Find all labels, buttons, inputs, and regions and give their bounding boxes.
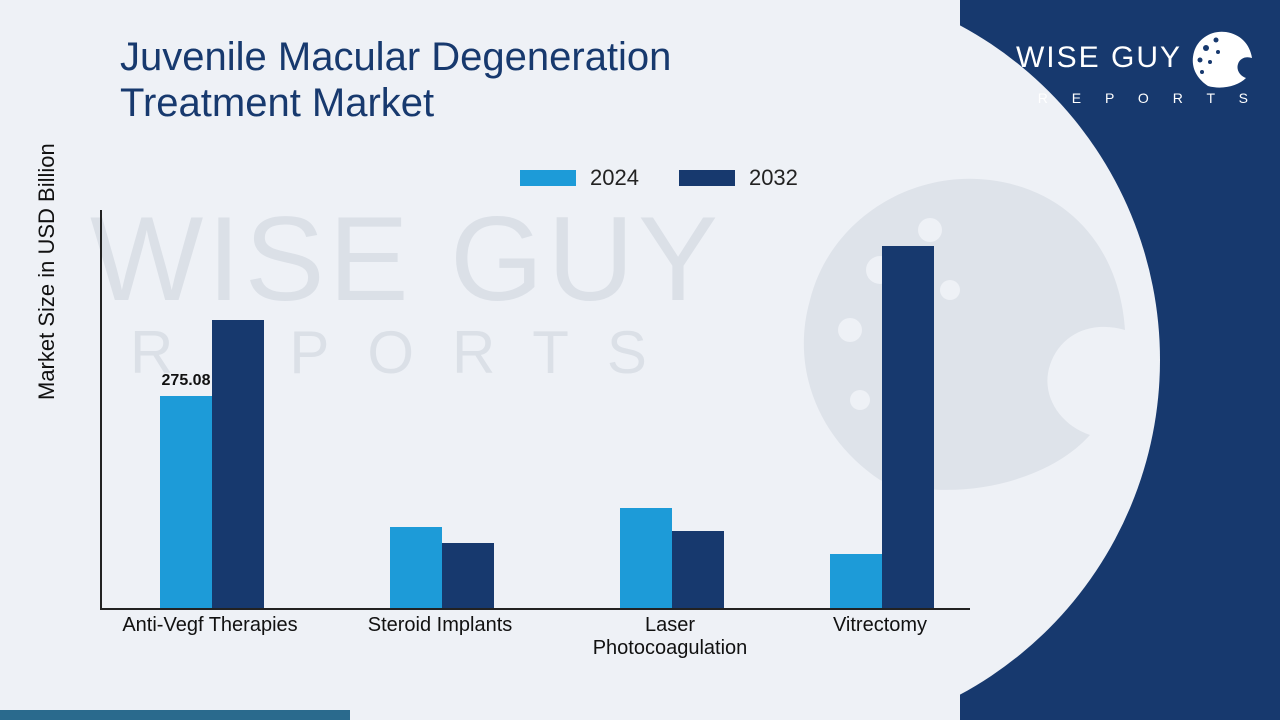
bar-group [362, 527, 522, 608]
category-label: Steroid Implants [350, 614, 530, 637]
legend-item: 2032 [679, 165, 798, 191]
panel-cutout-circle [960, 0, 1160, 720]
bar [442, 543, 494, 608]
bar-group: 275.08 [132, 320, 292, 608]
brand-text-line1: WISE GUY [1016, 41, 1182, 75]
category-label: Laser Photocoagulation [580, 614, 760, 660]
plot-area: 275.08 [100, 210, 970, 610]
bar-group [802, 246, 962, 608]
legend-swatch [679, 170, 735, 186]
chart-canvas: WISE GUY R E P O R T S WISE GUY REPORTS [0, 0, 1280, 720]
category-label: Vitrectomy [790, 614, 970, 637]
legend-label: 2024 [590, 165, 639, 191]
brand-logo: WISE GUY R E P O R T S [1016, 28, 1258, 106]
chart-title: Juvenile Macular Degeneration Treatment … [120, 34, 840, 126]
brand-panel [960, 0, 1280, 720]
bar [390, 527, 442, 608]
brand-head-icon [1188, 28, 1258, 88]
bar [830, 554, 882, 608]
legend: 2024 2032 [520, 165, 798, 191]
y-axis-label: Market Size in USD Billion [34, 143, 60, 400]
bar [212, 320, 264, 608]
bar-group [592, 508, 752, 608]
bottom-accent-bar [0, 710, 350, 720]
brand-text-line2: R E P O R T S [1016, 90, 1258, 106]
category-label: Anti-Vegf Therapies [120, 614, 300, 637]
legend-item: 2024 [520, 165, 639, 191]
legend-label: 2032 [749, 165, 798, 191]
legend-swatch [520, 170, 576, 186]
bar [620, 508, 672, 608]
bar: 275.08 [160, 396, 212, 608]
bar [672, 531, 724, 608]
bar [882, 246, 934, 608]
chart-area: 275.08 Anti-Vegf Therapies Steroid Implan… [100, 210, 970, 640]
bar-value-label: 275.08 [162, 372, 211, 390]
